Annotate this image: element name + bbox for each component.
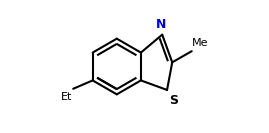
Text: N: N bbox=[156, 18, 167, 31]
Text: Et: Et bbox=[61, 92, 73, 102]
Text: S: S bbox=[169, 94, 178, 107]
Text: Me: Me bbox=[192, 38, 209, 48]
